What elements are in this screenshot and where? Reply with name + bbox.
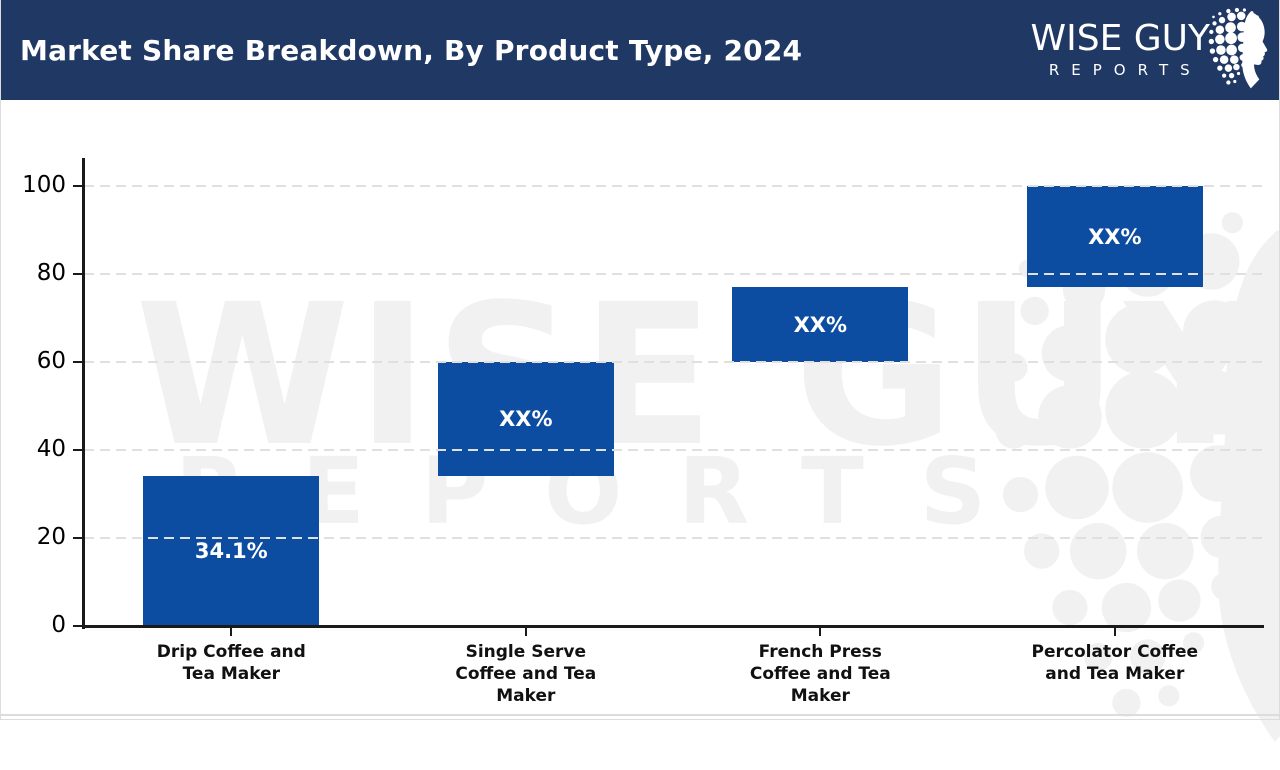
y-axis-line [82,158,85,629]
x-category-label-percolator-coffee-and-tea-maker: Percolator Coffee and Tea Maker [1031,642,1199,685]
x-tick-single-serve-coffee-and-tea-maker [524,628,527,636]
page-title: Market Share Breakdown, By Product Type,… [20,33,803,67]
y-tick-80 [73,273,82,275]
y-tick-label-60: 60 [36,348,66,374]
x-category-label-single-serve-coffee-and-tea-maker: Single Serve Coffee and Tea Maker [455,642,597,707]
y-tick-100 [73,185,82,187]
bar-french-press-coffee-and-tea-maker: XX% [732,287,909,362]
chart-area: 34.1% XX% XX% XX% 0 20 40 60 80 100 Drip Coffee an… [22,158,1264,707]
y-tick-0 [73,625,82,627]
x-tick-drip-coffee-and-tea-maker [230,628,233,636]
bar-percolator-coffee-and-tea-maker: XX% [1026,186,1203,288]
gridline-y-60 [84,361,1262,363]
y-tick-label-80: 80 [36,260,66,286]
x-category-label-drip-coffee-and-tea-maker: Drip Coffee and Tea Maker [156,642,306,685]
x-axis-line [82,625,1264,628]
bar-drip-coffee-and-tea-maker: 34.1% [143,476,320,626]
gridline-y-100 [84,185,1262,187]
bar-value-label: XX% [1088,224,1142,249]
y-tick-label-0: 0 [51,612,66,638]
bottom-rule [0,714,1280,716]
y-tick-40 [73,449,82,451]
x-tick-percolator-coffee-and-tea-maker [1113,628,1116,636]
x-category-label-french-press-coffee-and-tea-maker: French Press Coffee and Tea Maker [749,642,891,707]
y-tick-60 [73,361,82,363]
y-tick-label-100: 100 [22,172,66,198]
y-tick-20 [73,537,82,539]
bar-value-label: XX% [499,407,553,431]
gridline-y-20 [84,537,1262,539]
gridline-y-40 [84,449,1262,451]
brand-logo: WISE GUY REPORTS [1031,7,1271,93]
header-bar: Market Share Breakdown, By Product Type,… [0,0,1280,100]
brand-name: WISE GUY [1030,18,1211,59]
bar-value-label: XX% [793,312,848,337]
dotted-head-profile-icon [1208,7,1268,89]
y-tick-label-40: 40 [36,436,66,462]
y-tick-label-20: 20 [36,524,66,550]
gridline-y-80 [84,273,1262,275]
brand-subtitle: REPORTS [1048,61,1202,79]
bar-single-serve-coffee-and-tea-maker: XX% [437,362,614,476]
x-tick-french-press-coffee-and-tea-maker [819,628,822,636]
brand-logo-text: WISE GUY REPORTS [1030,18,1211,80]
bar-value-label: 34.1% [194,539,268,563]
